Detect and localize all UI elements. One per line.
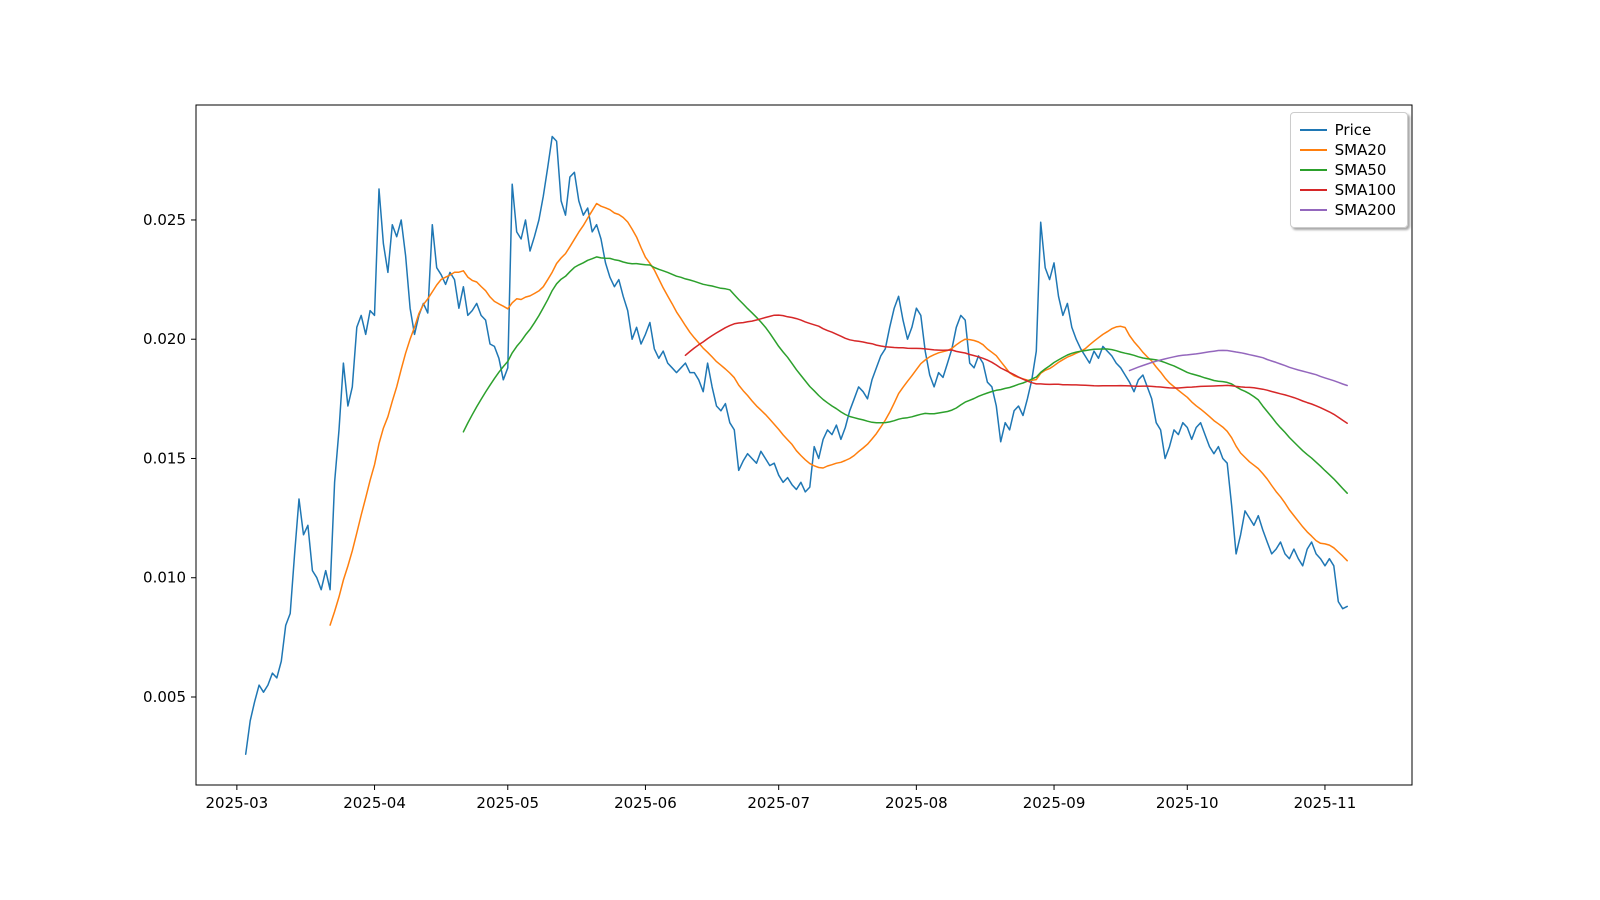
y-tick-label: 0.025 — [143, 211, 186, 229]
x-tick-label: 2025-05 — [476, 794, 539, 812]
legend-entry-sma100: SMA100 — [1299, 180, 1396, 200]
x-tick-label: 2025-06 — [614, 794, 677, 812]
sma100-line — [684, 314, 1348, 424]
legend-entry-price: Price — [1299, 120, 1396, 140]
legend-label: SMA200 — [1334, 200, 1396, 219]
legend-line-sample — [1299, 169, 1327, 171]
legend: Price SMA20 SMA50 SMA100 SMA200 — [1289, 112, 1408, 228]
x-tick-label: 2025-08 — [885, 794, 948, 812]
sma50-line — [462, 256, 1348, 494]
legend-entry-sma20: SMA20 — [1299, 140, 1396, 160]
legend-entry-sma50: SMA50 — [1299, 160, 1396, 180]
sma200-line — [1128, 349, 1348, 387]
x-tick-label: 2025-10 — [1156, 794, 1219, 812]
legend-label: SMA100 — [1334, 180, 1396, 199]
y-tick-label: 0.020 — [143, 330, 186, 348]
y-tick-label: 0.010 — [143, 569, 186, 587]
legend-line-sample — [1299, 149, 1327, 151]
price-line — [244, 135, 1348, 755]
legend-line-sample — [1299, 189, 1327, 191]
x-tick-label: 2025-07 — [747, 794, 810, 812]
x-tick-label: 2025-09 — [1023, 794, 1086, 812]
legend-label: Price — [1334, 120, 1372, 139]
x-tick-label: 2025-03 — [206, 794, 269, 812]
legend-line-sample — [1299, 209, 1327, 211]
x-tick-label: 2025-04 — [343, 794, 406, 812]
legend-line-sample — [1299, 129, 1327, 131]
plot-border — [195, 104, 1413, 786]
y-tick-label: 0.015 — [143, 449, 186, 467]
sma20-line — [329, 202, 1348, 626]
legend-entry-sma200: SMA200 — [1299, 200, 1396, 220]
legend-label: SMA50 — [1334, 160, 1387, 179]
y-tick-label: 0.005 — [143, 688, 186, 706]
legend-label: SMA20 — [1334, 140, 1387, 159]
x-tick-label: 2025-11 — [1294, 794, 1357, 812]
